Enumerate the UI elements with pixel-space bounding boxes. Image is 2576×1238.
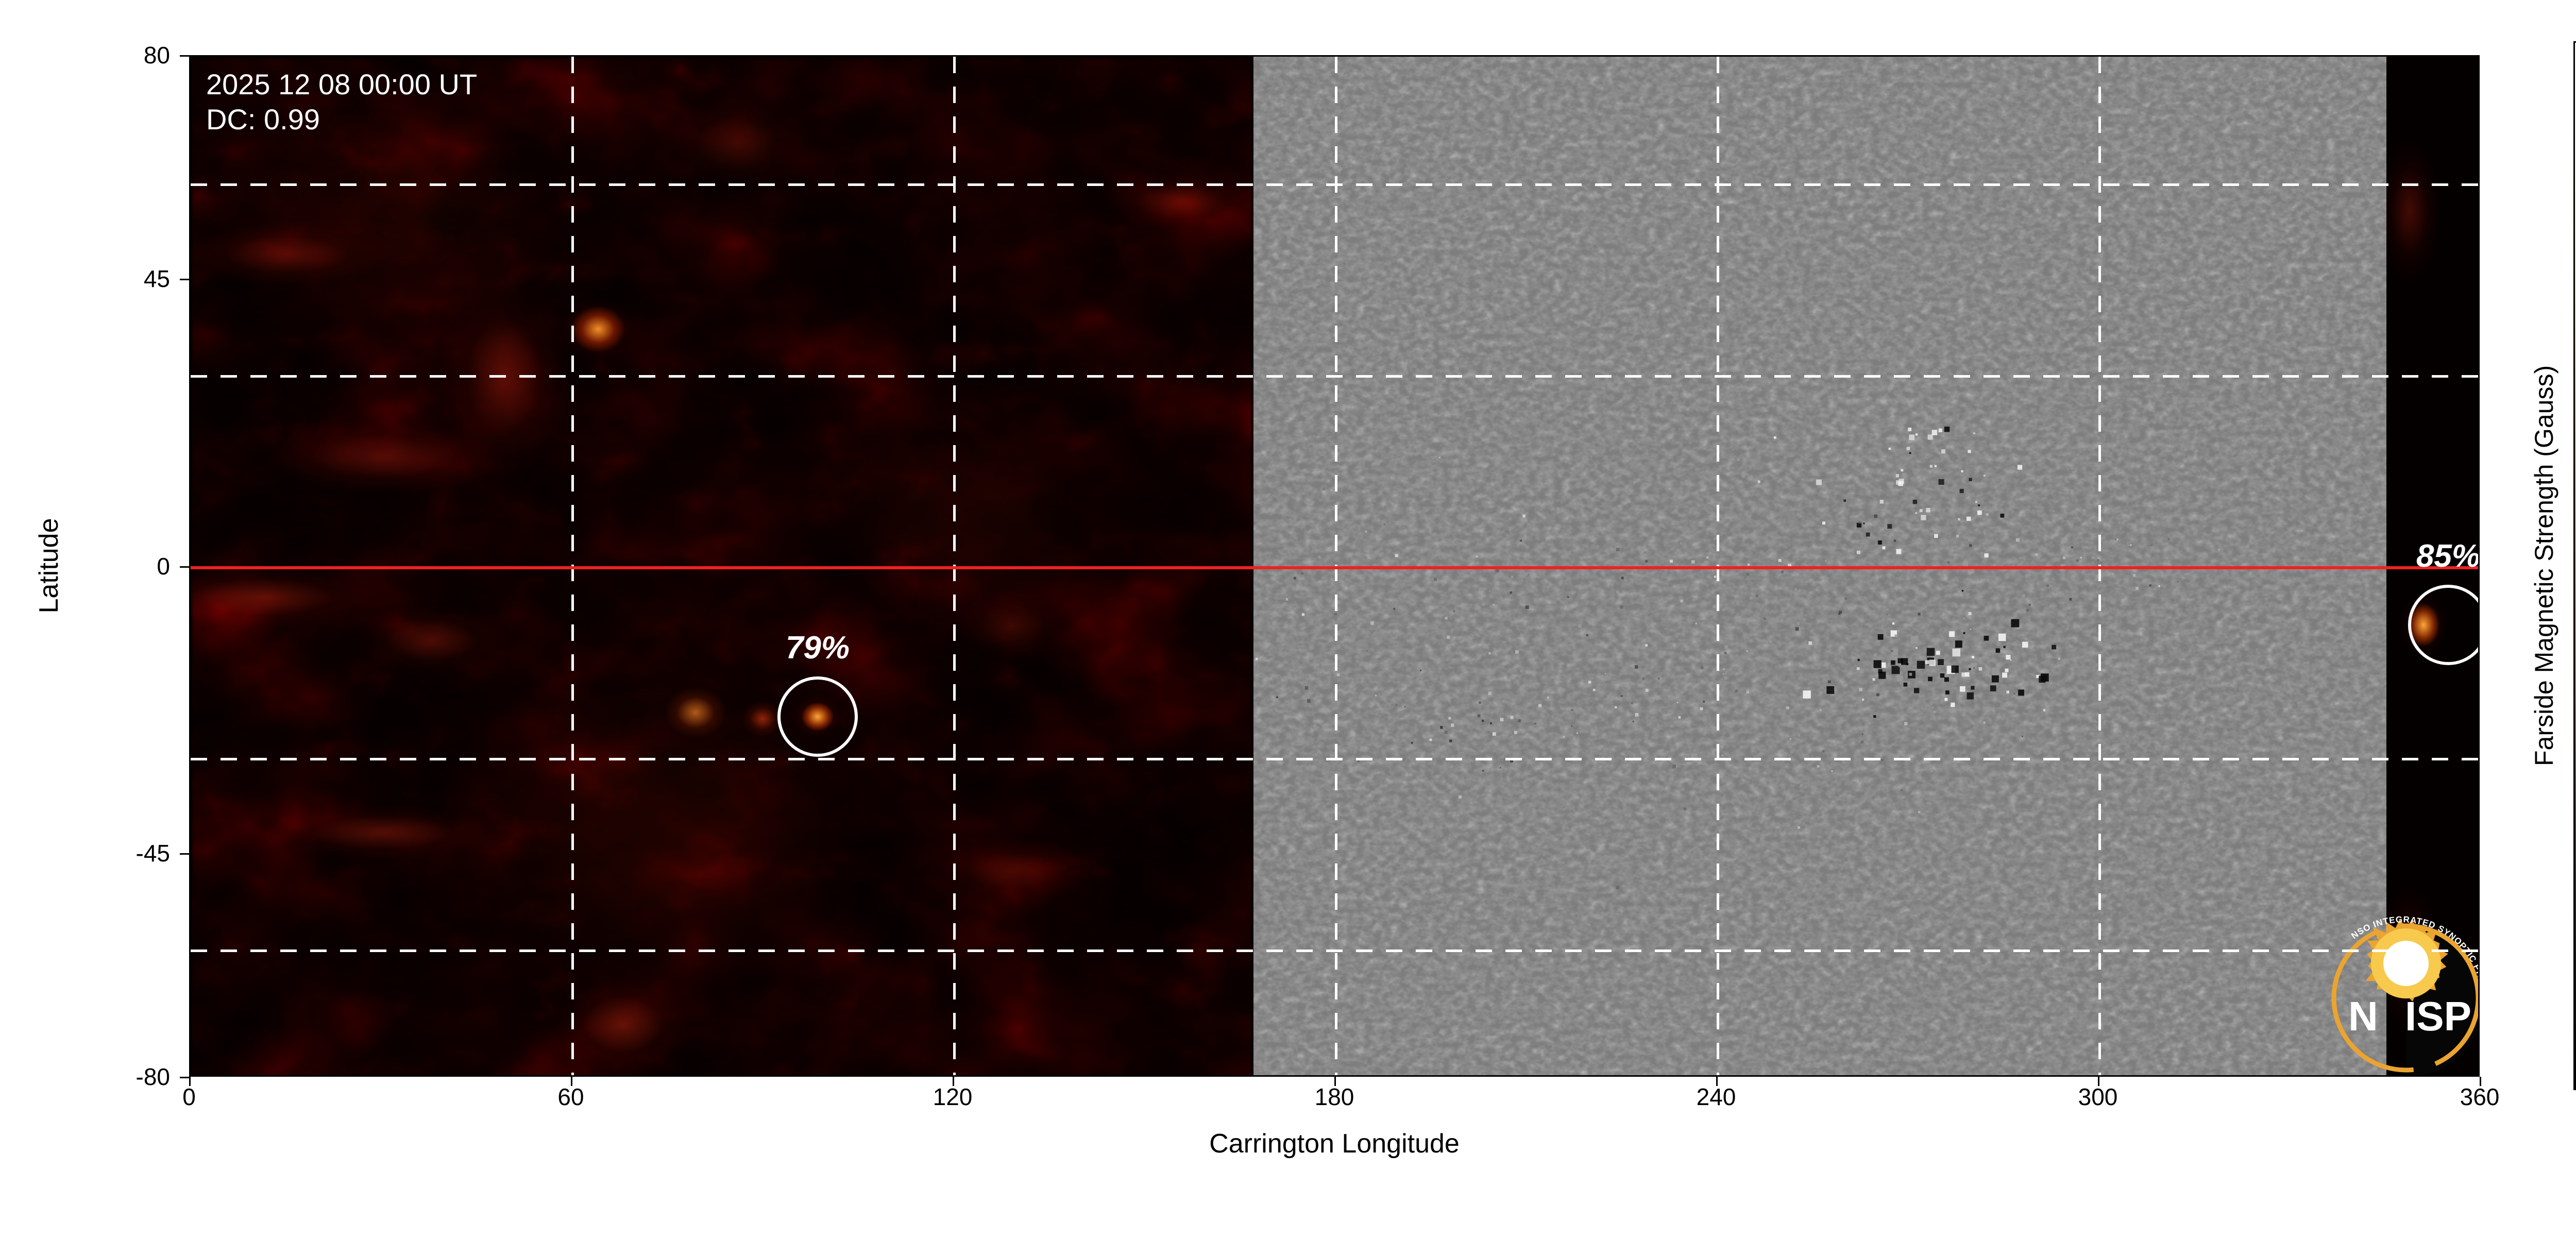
svg-text:N: N (2348, 993, 2378, 1039)
svg-text:ISP: ISP (2405, 993, 2471, 1039)
